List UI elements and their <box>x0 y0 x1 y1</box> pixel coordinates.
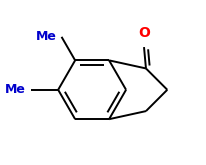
Text: Me: Me <box>5 83 26 96</box>
Text: O: O <box>137 26 149 40</box>
Text: Me: Me <box>36 30 56 43</box>
